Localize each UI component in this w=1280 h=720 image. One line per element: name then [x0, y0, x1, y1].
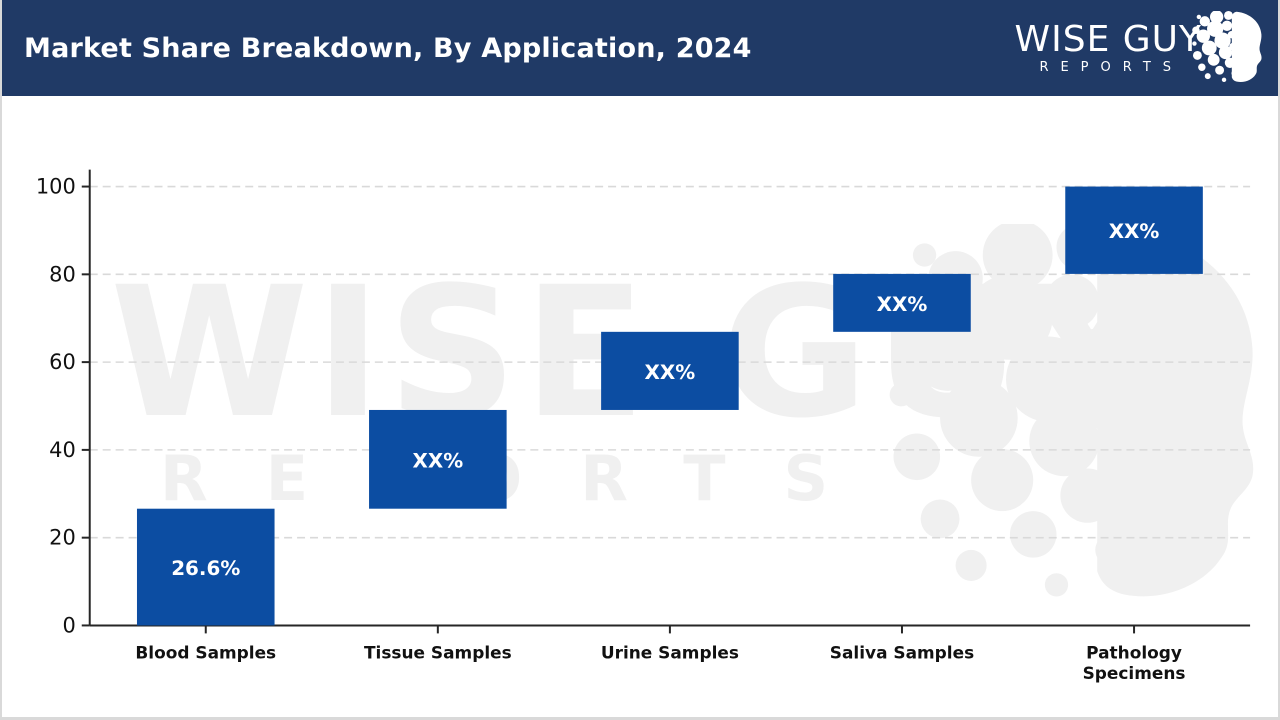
y-tick-label: 40 [49, 438, 76, 462]
waterfall-chart: 0 20 40 60 80 100 26.6% Blood Samples XX% Tissue … [36, 169, 1251, 683]
category-label: Specimens [1083, 663, 1186, 683]
category-label: Blood Samples [135, 642, 276, 662]
bar-saliva-samples [833, 273, 971, 332]
header-bar: Market Share Breakdown, By Application, … [2, 0, 1278, 96]
chart-area: WISE GUY REPORTS 02040608010026.6%Blood … [2, 96, 1278, 717]
y-tick-label: 60 [49, 350, 76, 374]
logo-wordmark: WISE GUY [1014, 19, 1202, 61]
bar-value-label: XX% [412, 449, 463, 472]
category-label: Urine Samples [601, 642, 739, 662]
brand-logo: WISE GUY REPORTS [1015, 11, 1265, 85]
y-tick-label: 0 [62, 613, 75, 637]
y-tick-label: 80 [49, 262, 76, 286]
bar-urine-samples [601, 331, 739, 410]
category-label: Saliva Samples [830, 642, 974, 662]
wise-guy-face-icon [1190, 11, 1264, 85]
category-label: Pathology [1086, 642, 1182, 662]
logo-subtext: REPORTS [1039, 59, 1184, 75]
y-tick-label: 20 [49, 526, 76, 550]
bar-value-label: 26.6% [171, 557, 240, 580]
chart-title: Market Share Breakdown, By Application, … [24, 32, 752, 64]
y-tick-label: 100 [36, 175, 76, 199]
bar-pathology-specimens [1065, 186, 1203, 274]
category-label: Tissue Samples [364, 642, 512, 662]
bar-blood-samples [136, 508, 275, 626]
bar-value-label: XX% [877, 293, 928, 316]
bar-tissue-samples [369, 409, 507, 509]
logo-text: WISE GUY REPORTS [1015, 21, 1203, 75]
bar-value-label: XX% [1109, 220, 1160, 243]
bar-value-label: XX% [645, 361, 696, 384]
